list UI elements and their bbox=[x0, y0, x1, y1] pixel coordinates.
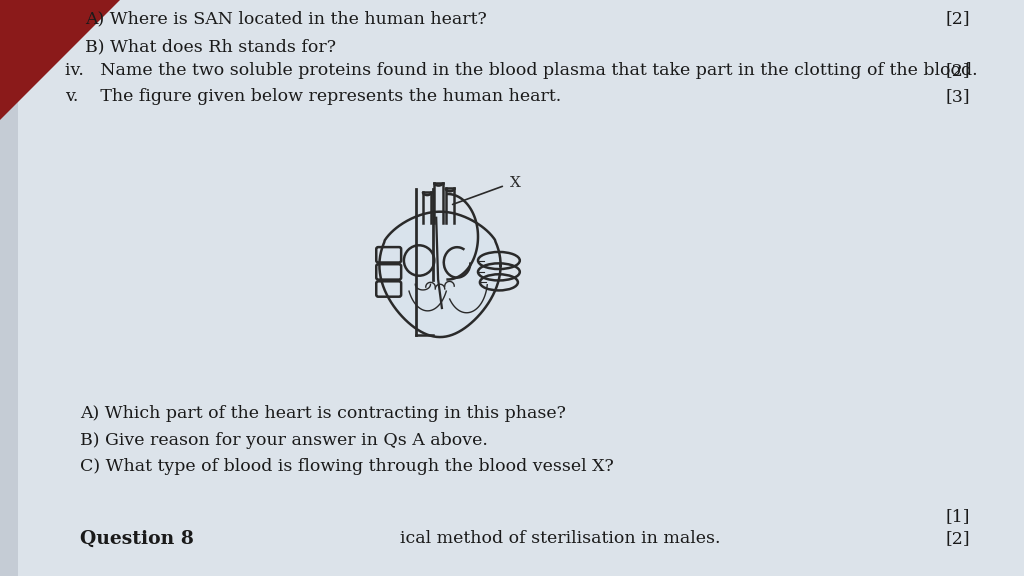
Text: [2]: [2] bbox=[945, 62, 970, 79]
Text: B) Give reason for your answer in Qs A above.: B) Give reason for your answer in Qs A a… bbox=[80, 432, 487, 449]
Text: C) What type of blood is flowing through the blood vessel X?: C) What type of blood is flowing through… bbox=[80, 458, 613, 475]
Polygon shape bbox=[380, 212, 501, 337]
Text: X: X bbox=[510, 176, 521, 191]
Text: [3]: [3] bbox=[945, 88, 970, 105]
Text: Question 8: Question 8 bbox=[80, 530, 194, 548]
Text: [2]: [2] bbox=[945, 530, 970, 547]
Text: v.    The figure given below represents the human heart.: v. The figure given below represents the… bbox=[65, 88, 561, 105]
Text: A) Which part of the heart is contracting in this phase?: A) Which part of the heart is contractin… bbox=[80, 405, 566, 422]
Text: iv.   Name the two soluble proteins found in the blood plasma that take part in : iv. Name the two soluble proteins found … bbox=[65, 62, 978, 79]
Text: ical method of sterilisation in males.: ical method of sterilisation in males. bbox=[400, 530, 721, 547]
Text: [1]: [1] bbox=[945, 508, 970, 525]
Text: A) Where is SAN located in the human heart?: A) Where is SAN located in the human hea… bbox=[85, 10, 486, 27]
Text: [2]: [2] bbox=[945, 10, 970, 27]
Polygon shape bbox=[0, 0, 120, 120]
Text: B) What does Rh stands for?: B) What does Rh stands for? bbox=[85, 38, 336, 55]
